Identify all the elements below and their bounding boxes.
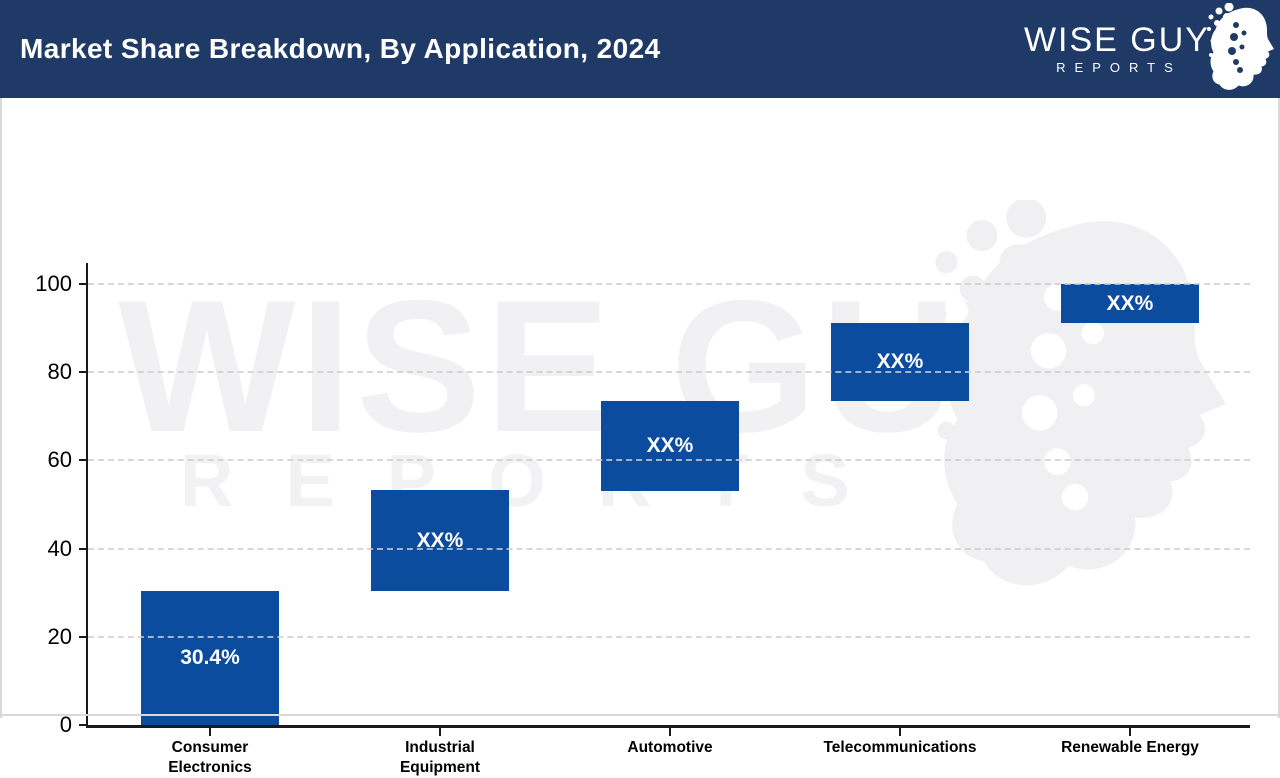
- x-tick-1: [439, 728, 441, 736]
- y-axis-spine: [86, 263, 88, 727]
- bar-value-label-industrial-equipment: XX%: [416, 528, 464, 552]
- bar-value-label-renewable-energy: XX%: [1106, 291, 1154, 315]
- category-label-2: Automotive: [627, 739, 713, 756]
- bar-telecommunications: [831, 323, 969, 401]
- category-label-3: Telecommunications: [823, 739, 977, 756]
- bar-value-label-automotive: XX%: [646, 434, 694, 457]
- y-tick-label-80: 80: [47, 359, 72, 385]
- x-tick-2: [669, 728, 671, 736]
- page-border-bottom: [0, 714, 1280, 716]
- category-label-0: Consumer Electronics: [168, 739, 252, 776]
- x-tick-4: [1129, 728, 1131, 736]
- page-border-left: [0, 98, 2, 718]
- y-tick-100: [79, 283, 87, 285]
- bar-industrial-equipment: [371, 490, 509, 591]
- category-label-4: Renewable Energy: [1061, 739, 1199, 756]
- x-tick-0: [209, 728, 211, 736]
- y-tick-0: [79, 724, 87, 726]
- y-tick-20: [79, 635, 87, 638]
- watermark-sub-wordmark: REPORTS: [180, 439, 902, 522]
- x-axis-spine: [86, 725, 1250, 728]
- bar-renewable-energy: [1061, 284, 1199, 323]
- y-tick-label-100: 100: [35, 271, 72, 296]
- page-title: Market Share Breakdown, By Application, …: [20, 33, 661, 64]
- category-label-1: Industrial Equipment: [399, 739, 481, 776]
- y-tick-label-60: 60: [47, 447, 72, 473]
- gridline-y20: [88, 635, 1250, 638]
- brand-sub-wordmark: REPORTS: [1056, 60, 1182, 75]
- y-tick-80: [79, 371, 87, 374]
- gridline-y80: [88, 371, 1250, 374]
- gridline-y60: [88, 459, 1250, 462]
- page-border-right: [1278, 98, 1280, 718]
- gridline-y40: [88, 547, 1250, 550]
- bar-automotive: [601, 401, 739, 491]
- y-tick-60: [79, 459, 87, 462]
- bar-value-label-telecommunications: XX%: [876, 350, 924, 373]
- brand-wordmark: WISE GUY: [1023, 21, 1210, 59]
- brand-logo: WISE GUY REPORTS: [1024, 2, 1276, 96]
- bar-value-label-consumer-electronics: 30.4%: [180, 646, 240, 669]
- brand-logo-text: WISE GUY REPORTS: [1024, 23, 1210, 75]
- x-tick-3: [899, 728, 901, 736]
- header-bar: Market Share Breakdown, By Application, …: [0, 0, 1280, 98]
- y-tick-40: [79, 547, 87, 550]
- brand-head-icon: [1204, 3, 1276, 95]
- bar-consumer-electronics: [141, 591, 279, 725]
- y-tick-label-40: 40: [47, 535, 72, 561]
- y-tick-label-20: 20: [47, 623, 72, 649]
- gridline-y100: [88, 283, 1250, 285]
